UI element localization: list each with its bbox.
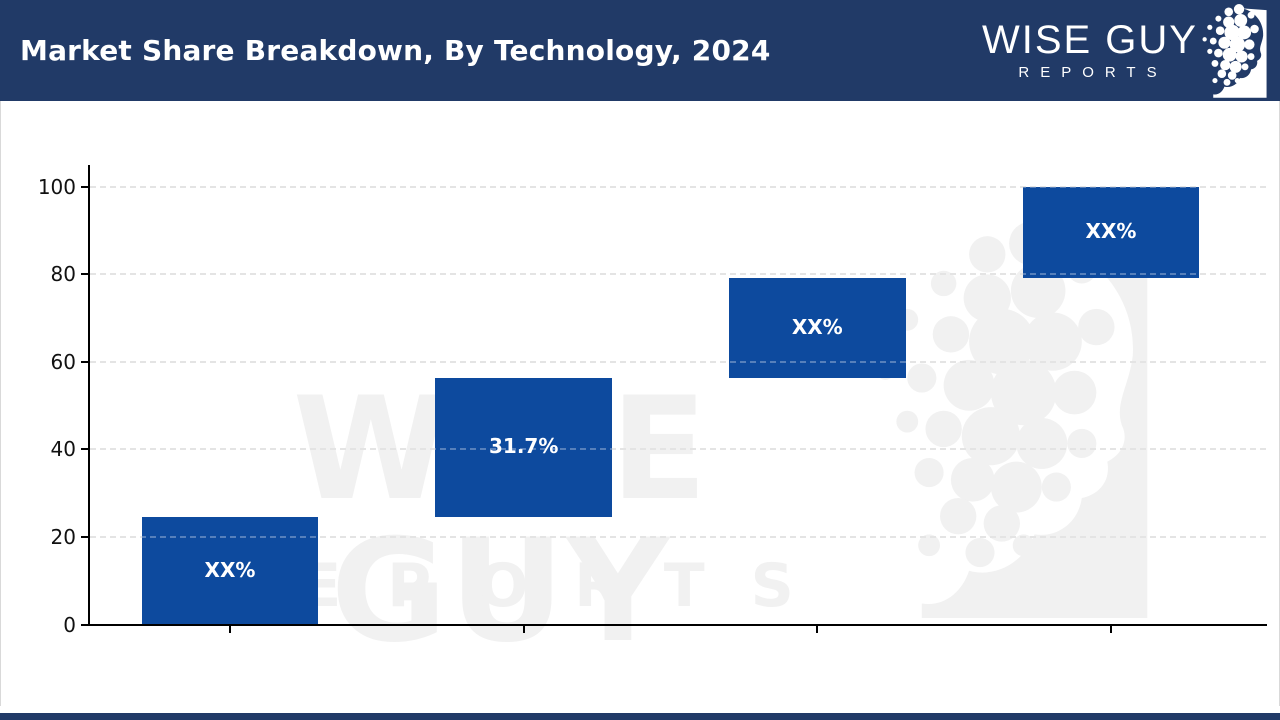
wiseguy-head-icon	[1202, 4, 1267, 98]
header-bar: Market Share Breakdown, By Technology, 2…	[0, 0, 1280, 101]
gridline	[90, 185, 1266, 188]
y-tick-mark	[81, 623, 89, 626]
gridline-overlay	[90, 273, 1266, 276]
x-tick-mark	[229, 626, 231, 633]
gridline	[90, 448, 1266, 451]
y-tick-label: 40	[50, 437, 76, 462]
logo-reports-label: REPORTS	[1018, 64, 1168, 81]
gridline	[90, 535, 1266, 538]
x-tick-mark	[816, 626, 819, 633]
footer-bar	[0, 713, 1280, 720]
gridline	[90, 360, 1266, 363]
logo-wiseguy-label: WISE GUY	[981, 18, 1198, 62]
x-axis-line	[88, 624, 1267, 626]
y-tick-mark	[81, 360, 89, 363]
y-axis-line	[88, 165, 90, 625]
gridline	[90, 273, 1266, 276]
bar	[435, 377, 612, 517]
bar-value-label: XX%	[204, 557, 256, 582]
y-tick-mark	[81, 185, 89, 188]
bar-value-label: XX%	[791, 314, 843, 339]
gridline-overlay	[90, 535, 1266, 538]
y-tick-mark	[81, 273, 89, 276]
bar-value-label: XX%	[1085, 219, 1137, 244]
bar	[729, 277, 906, 378]
gridline-overlay	[90, 185, 1266, 188]
bar-value-label: 31.7%	[488, 434, 559, 459]
chart-title: Market Share Breakdown, By Technology, 2…	[20, 34, 771, 67]
bar	[141, 516, 319, 625]
y-tick-label: 60	[50, 349, 76, 374]
wiseguy-logo: WISE GUY REPORTS	[982, 3, 1270, 98]
wiseguy-logo-text: WISE GUY REPORTS	[982, 20, 1198, 81]
bar	[1022, 186, 1200, 278]
gridline-overlay	[90, 448, 1266, 451]
x-tick-mark	[1110, 626, 1112, 633]
y-tick-label: 100	[37, 174, 76, 199]
y-tick-label: 20	[50, 524, 76, 549]
gridline-overlay	[90, 360, 1266, 363]
x-tick-mark	[522, 626, 525, 633]
y-tick-mark	[81, 448, 89, 451]
y-tick-label: 80	[50, 262, 76, 287]
y-tick-mark	[81, 535, 89, 538]
y-tick-label: 0	[63, 612, 76, 637]
